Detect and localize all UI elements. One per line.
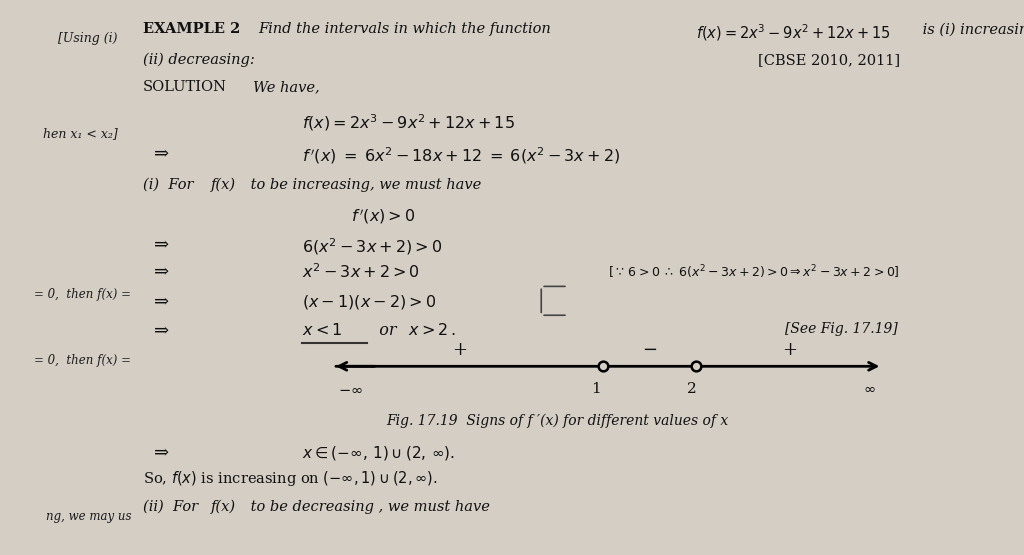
Text: +: + [452, 341, 467, 359]
Text: +: + [781, 341, 797, 359]
Text: We have,: We have, [253, 80, 321, 94]
Text: $x^2-3x+2>0$: $x^2-3x+2>0$ [302, 264, 420, 282]
Text: = 0,  then f(x) =: = 0, then f(x) = [35, 287, 131, 301]
Text: $\infty$: $\infty$ [862, 382, 876, 396]
Text: $-\infty$: $-\infty$ [338, 383, 362, 397]
Text: $f(x)=2x^3-9x^2+12x+15$: $f(x)=2x^3-9x^2+12x+15$ [696, 22, 891, 43]
Text: So, $f(x)$ is increasing on $(-\infty,1)\cup(2,\infty).$: So, $f(x)$ is increasing on $(-\infty,1)… [142, 469, 437, 488]
Text: Find the intervals in which the function: Find the intervals in which the function [258, 22, 555, 36]
Text: EXAMPLE 2: EXAMPLE 2 [142, 22, 240, 36]
Text: f(x): f(x) [211, 178, 236, 192]
Text: f(x): f(x) [211, 500, 236, 514]
Text: $6(x^2-3x+2)>0$: $6(x^2-3x+2)>0$ [302, 236, 442, 256]
Text: ⇒: ⇒ [155, 444, 169, 462]
Text: $f\,'(x)>0$: $f\,'(x)>0$ [351, 207, 416, 226]
Text: [See Fig. 17.19]: [See Fig. 17.19] [784, 322, 898, 336]
Text: −: − [642, 341, 657, 359]
Text: ⇒: ⇒ [155, 264, 169, 281]
Text: $[\because\,6>0\;\therefore\;6(x^2-3x+2)>0\Rightarrow x^2-3x+2>0]$: $[\because\,6>0\;\therefore\;6(x^2-3x+2)… [607, 264, 899, 281]
Text: ⇒: ⇒ [155, 145, 169, 163]
Text: (ii)  For: (ii) For [142, 500, 203, 513]
Text: to be decreasing , we must have: to be decreasing , we must have [247, 500, 490, 513]
Text: ⇒: ⇒ [155, 293, 169, 311]
Text: SOLUTION: SOLUTION [142, 80, 226, 94]
Text: $(x-1)(x-2)>0$: $(x-1)(x-2)>0$ [302, 293, 436, 311]
Text: 2: 2 [687, 382, 696, 396]
Text: $f\,'(x)\;=\;6x^2-18x+12\;=\;6(x^2-3x+2)$: $f\,'(x)\;=\;6x^2-18x+12\;=\;6(x^2-3x+2)… [302, 145, 621, 166]
Text: = 0,  then f(x) =: = 0, then f(x) = [35, 354, 131, 367]
Text: ng, we may us: ng, we may us [46, 509, 131, 523]
Text: hen x₁ < x₂]: hen x₁ < x₂] [43, 127, 118, 140]
Text: is (i) increasing,: is (i) increasing, [918, 22, 1024, 37]
Text: Fig. 17.19  Signs of f ′(x) for different values of x: Fig. 17.19 Signs of f ′(x) for different… [386, 413, 728, 428]
Text: ⇒: ⇒ [155, 322, 169, 340]
Text: or: or [369, 322, 407, 339]
Text: [CBSE 2010, 2011]: [CBSE 2010, 2011] [758, 53, 900, 67]
Text: $x>2\,.$: $x>2\,.$ [409, 322, 456, 339]
Text: $x<1$: $x<1$ [302, 322, 342, 339]
Text: to be increasing, we must have: to be increasing, we must have [247, 178, 481, 191]
Text: [Using (i): [Using (i) [58, 32, 118, 46]
Text: $f(x)=2x^3-9x^2+12x+15$: $f(x)=2x^3-9x^2+12x+15$ [302, 112, 515, 133]
Text: 1: 1 [591, 382, 601, 396]
Text: ⇒: ⇒ [155, 236, 169, 254]
Text: $x\in(-\infty,\,1)\cup(2,\,\infty).$: $x\in(-\infty,\,1)\cup(2,\,\infty).$ [302, 444, 455, 462]
Text: (ii) decreasing:: (ii) decreasing: [142, 53, 254, 67]
Text: (i)  For: (i) For [142, 178, 198, 191]
